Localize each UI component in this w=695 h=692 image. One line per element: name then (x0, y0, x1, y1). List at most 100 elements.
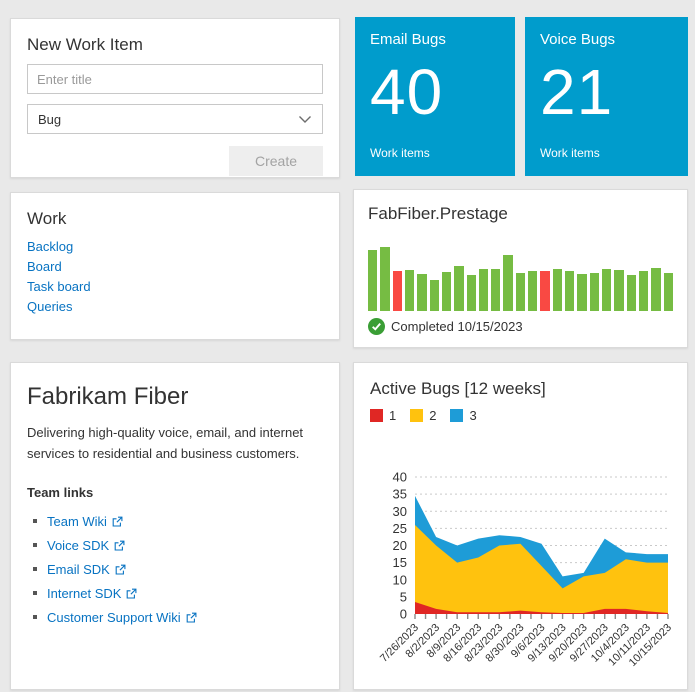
legend-item: 1 (370, 408, 396, 423)
successful-build-bar (503, 254, 513, 311)
external-link-icon (186, 612, 197, 623)
successful-build-bar (589, 272, 599, 311)
failed-build-bar (540, 271, 550, 311)
active-bugs-area-chart: 0 5 10 15 20 25 30 35 40 7/26/20238/2/20238/9/202… (378, 470, 673, 670)
successful-build-bar (577, 273, 587, 311)
successful-build-bar (663, 273, 673, 311)
create-button[interactable]: Create (228, 146, 323, 176)
svg-text:35: 35 (393, 487, 407, 502)
bullet (33, 615, 37, 620)
legend-item: 3 (450, 408, 477, 423)
bullet (33, 519, 37, 524)
build-widget-title: FabFiber.Prestage (368, 204, 508, 223)
y-axis-labels: 0 5 10 15 20 25 30 35 40 (393, 470, 407, 622)
team-description-widget: Fabrikam Fiber Delivering high-quality v… (10, 362, 340, 690)
successful-build-bar (478, 269, 489, 311)
team-links-list: Team Wiki Voice SDK Email SDK Internet SDK C… (27, 514, 323, 625)
successful-build-bar (515, 272, 526, 311)
tile-title: Email Bugs (370, 31, 446, 48)
legend-item: 2 (410, 408, 436, 423)
svg-text:20: 20 (393, 538, 407, 553)
team-link[interactable]: Customer Support Wiki (47, 609, 181, 625)
new-work-item-title: New Work Item (27, 35, 143, 54)
team-link-item: Email SDK (27, 562, 323, 577)
work-item-type-value: Bug (38, 111, 62, 127)
work-item-type-select[interactable]: Bug (27, 104, 323, 134)
successful-build-bar (638, 271, 649, 311)
successful-build-bar (528, 271, 538, 311)
tile-subtitle: Work items (540, 146, 600, 160)
external-link-icon (115, 564, 126, 575)
svg-text:15: 15 (393, 555, 407, 570)
team-links-header: Team links (27, 484, 94, 500)
new-work-item-widget: New Work Item Bug Create (10, 18, 340, 178)
team-link-item: Customer Support Wiki (27, 610, 323, 625)
active-bugs-widget: Active Bugs [12 weeks] 1 2 3 0 5 10 15 20 25 30 3… (353, 362, 688, 690)
legend-swatch (450, 409, 464, 422)
failed-build-bar (392, 271, 402, 311)
bullet (33, 567, 37, 572)
work-link[interactable]: Queries (27, 299, 73, 314)
successful-build-bar (491, 268, 501, 311)
chart-legend: 1 2 3 (370, 408, 671, 423)
tile-subtitle: Work items (370, 146, 430, 160)
voice-bugs-tile[interactable]: Voice Bugs 21 Work items (525, 17, 688, 176)
work-link[interactable]: Task board (27, 279, 91, 294)
external-link-icon (127, 588, 137, 599)
external-link-icon (114, 540, 125, 551)
area-series-1 (415, 602, 668, 614)
successful-build-bar (552, 268, 562, 311)
work-links-widget: Work Backlog Board Task board Queries (10, 192, 340, 340)
team-link[interactable]: Voice SDK (47, 537, 110, 553)
tile-title: Voice Bugs (540, 31, 616, 48)
team-link-item: Internet SDK (27, 586, 323, 601)
work-link[interactable]: Backlog (27, 239, 74, 254)
x-axis-labels: 7/26/20238/2/20238/9/20238/16/20238/23/2… (378, 622, 673, 669)
legend-label: 1 (389, 408, 397, 423)
bullet (33, 591, 37, 596)
area-series-2 (415, 524, 668, 614)
team-link[interactable]: Internet SDK (47, 585, 122, 601)
successful-build-bar (601, 269, 612, 311)
legend-label: 3 (469, 408, 477, 423)
successful-build-bar (466, 274, 476, 311)
svg-text:0: 0 (400, 607, 407, 622)
legend-swatch (410, 409, 424, 422)
work-item-title-input[interactable] (27, 64, 323, 94)
external-link-icon (112, 516, 123, 527)
build-status-label: Completed 10/15/2023 (391, 319, 523, 334)
work-link[interactable]: Board (27, 259, 62, 274)
legend-label: 2 (429, 408, 437, 423)
team-link-item: Voice SDK (27, 538, 323, 553)
svg-text:30: 30 (393, 504, 407, 519)
team-link[interactable]: Email SDK (47, 561, 110, 577)
successful-build-bar (441, 271, 452, 311)
successful-build-bar (417, 273, 427, 311)
chevron-down-icon (299, 115, 311, 123)
success-check-icon (368, 318, 385, 335)
bullet (33, 543, 37, 548)
active-bugs-title: Active Bugs [12 weeks] (370, 379, 546, 398)
create-button-row: Create (27, 146, 323, 176)
team-link[interactable]: Team Wiki (47, 513, 107, 529)
work-links-list: Backlog Board Task board Queries (27, 237, 323, 317)
tile-count: 40 (370, 56, 444, 128)
team-link-item: Team Wiki (27, 514, 323, 529)
successful-build-bar (404, 270, 415, 311)
work-widget-title: Work (27, 209, 67, 228)
team-title: Fabrikam Fiber (27, 383, 189, 410)
successful-build-bar (380, 247, 390, 311)
tile-count: 21 (540, 56, 614, 128)
svg-text:40: 40 (393, 470, 407, 485)
team-description: Delivering high-quality voice, email, an… (27, 425, 304, 461)
successful-build-bar (565, 271, 575, 311)
legend-swatch (370, 409, 383, 422)
successful-build-bar (429, 280, 439, 311)
x-axis-ticks (414, 614, 669, 619)
svg-text:5: 5 (400, 589, 407, 604)
svg-text:25: 25 (393, 521, 407, 536)
email-bugs-tile[interactable]: Email Bugs 40 Work items (355, 17, 515, 176)
successful-build-bar (368, 250, 378, 311)
successful-build-bar (454, 265, 464, 311)
